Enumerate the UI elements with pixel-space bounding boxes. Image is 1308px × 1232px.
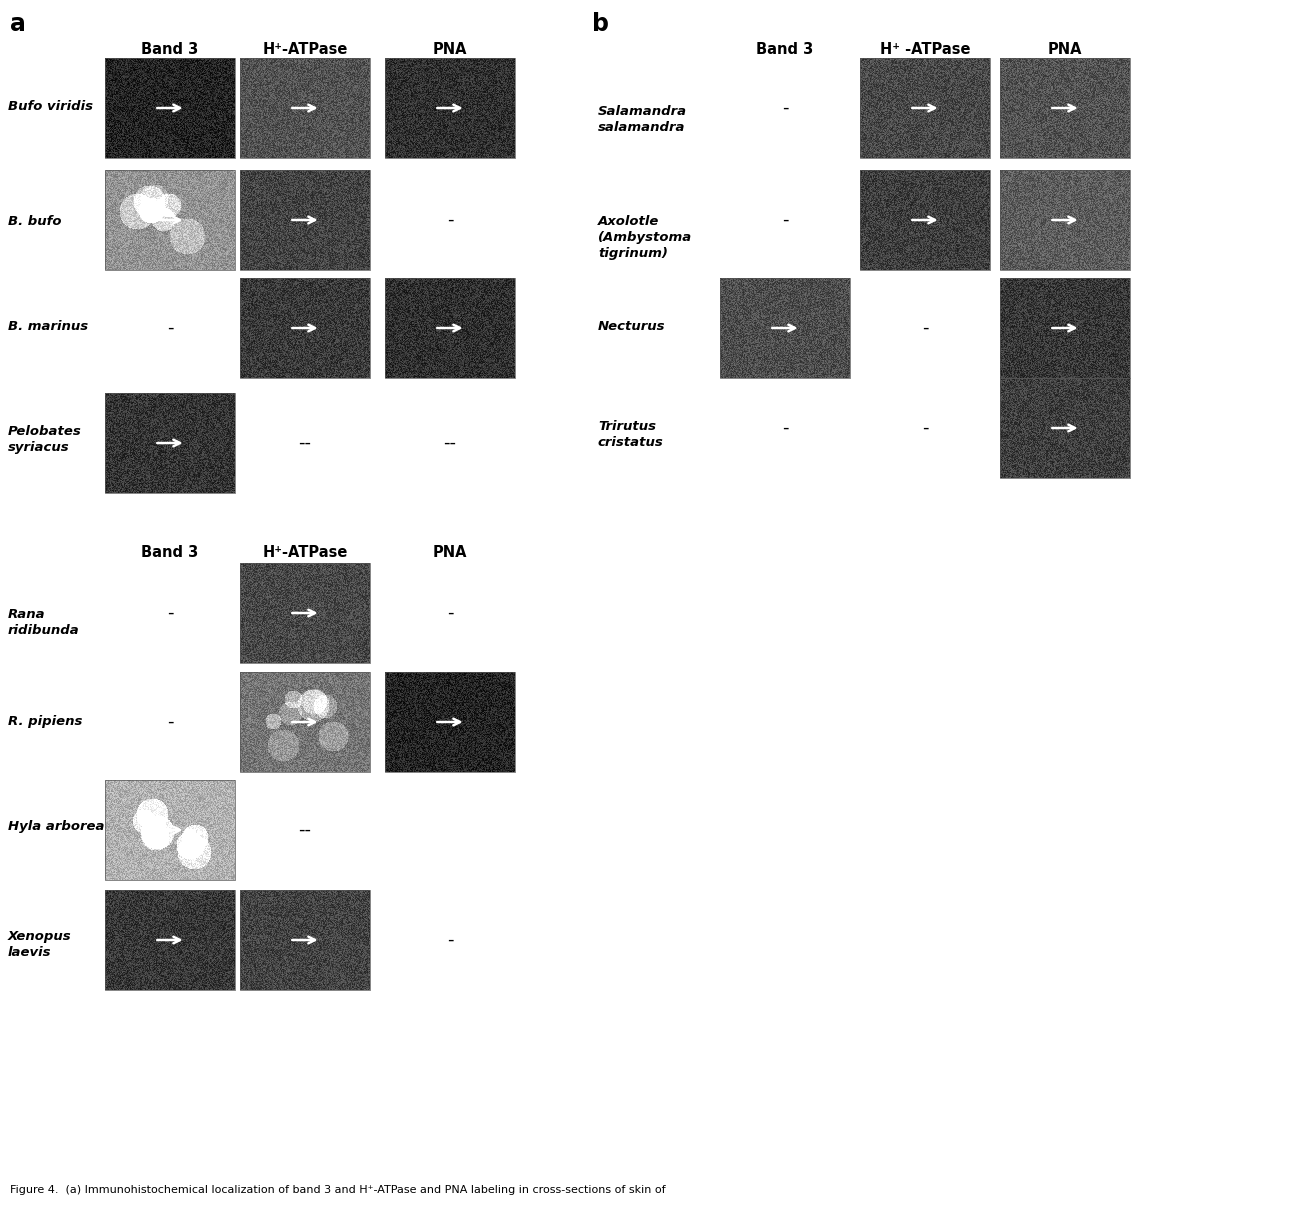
Text: Hyla arborea: Hyla arborea <box>8 821 105 833</box>
Text: --: -- <box>443 434 456 452</box>
Text: PNA: PNA <box>433 42 467 57</box>
Bar <box>105 170 235 270</box>
Bar <box>1001 170 1130 270</box>
Bar <box>105 780 235 880</box>
Text: -: - <box>447 211 454 229</box>
Bar <box>719 278 850 378</box>
Text: Band 3: Band 3 <box>141 545 199 561</box>
Text: -: - <box>166 604 173 622</box>
Bar <box>1001 58 1130 158</box>
Bar <box>385 671 515 772</box>
Text: -: - <box>782 211 789 229</box>
Text: -: - <box>782 419 789 437</box>
Text: Bufo viridis: Bufo viridis <box>8 100 93 113</box>
Bar <box>105 58 235 158</box>
Text: Band 3: Band 3 <box>141 42 199 57</box>
Text: -: - <box>447 931 454 949</box>
Text: B. marinus: B. marinus <box>8 320 88 333</box>
Bar <box>239 671 370 772</box>
Text: H⁺-ATPase: H⁺-ATPase <box>263 545 348 561</box>
Bar <box>239 563 370 663</box>
Bar <box>239 278 370 378</box>
Bar <box>385 58 515 158</box>
Text: Xenopus
laevis: Xenopus laevis <box>8 930 72 958</box>
Text: -: - <box>447 604 454 622</box>
Bar <box>239 170 370 270</box>
Text: H⁺-ATPase: H⁺-ATPase <box>263 42 348 57</box>
Text: --: -- <box>298 821 311 839</box>
Text: -: - <box>922 419 929 437</box>
Text: b: b <box>593 12 610 36</box>
Bar <box>859 58 990 158</box>
Text: PNA: PNA <box>433 545 467 561</box>
Bar <box>105 890 235 991</box>
Text: H⁺ -ATPase: H⁺ -ATPase <box>880 42 971 57</box>
Text: PNA: PNA <box>1048 42 1082 57</box>
Text: Trirutus
cristatus: Trirutus cristatus <box>598 420 663 448</box>
Bar <box>239 890 370 991</box>
Text: Salamandra
salamandra: Salamandra salamandra <box>598 105 687 134</box>
Text: a: a <box>10 12 26 36</box>
Text: Rana
ridibunda: Rana ridibunda <box>8 609 80 637</box>
Text: -: - <box>922 319 929 338</box>
Text: Necturus: Necturus <box>598 320 666 333</box>
Bar <box>239 58 370 158</box>
Text: -: - <box>166 319 173 338</box>
Bar <box>1001 278 1130 378</box>
Text: -: - <box>782 99 789 117</box>
Bar <box>105 393 235 493</box>
Text: R. pipiens: R. pipiens <box>8 715 82 728</box>
Text: Band 3: Band 3 <box>756 42 814 57</box>
Text: Axolotle
(Ambystoma
tigrinum): Axolotle (Ambystoma tigrinum) <box>598 216 692 260</box>
Text: B. bufo: B. bufo <box>8 216 61 228</box>
Bar <box>859 170 990 270</box>
Text: Figure 4.  (a) Immunohistochemical localization of band 3 and H⁺-ATPase and PNA : Figure 4. (a) Immunohistochemical locali… <box>10 1185 666 1195</box>
Text: --: -- <box>298 434 311 452</box>
Bar <box>385 278 515 378</box>
Text: -: - <box>166 713 173 731</box>
Bar <box>1001 378 1130 478</box>
Text: Pelobates
syriacus: Pelobates syriacus <box>8 425 81 455</box>
